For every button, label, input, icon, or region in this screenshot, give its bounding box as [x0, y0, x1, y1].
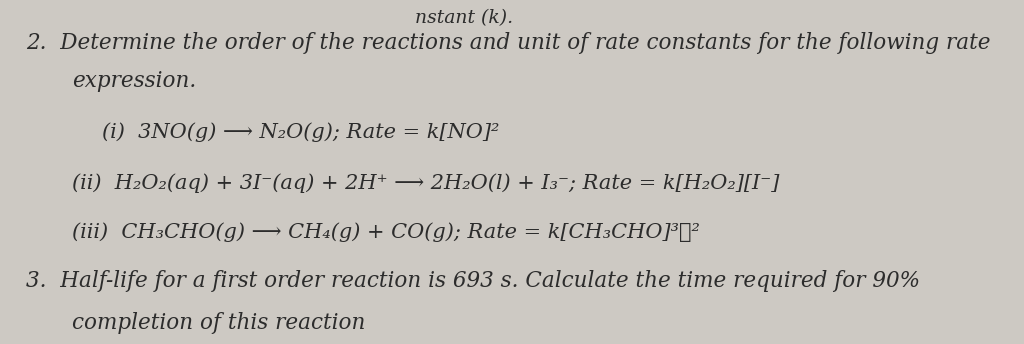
Text: (ii)  H₂O₂(aq) + 3I⁻(aq) + 2H⁺ ⟶ 2H₂O(l) + I₃⁻; Rate = k[H₂O₂][I⁻]: (ii) H₂O₂(aq) + 3I⁻(aq) + 2H⁺ ⟶ 2H₂O(l) … [72, 173, 779, 193]
Text: (iii)  CH₃CHO(g) ⟶ CH₄(g) + CO(g); Rate = k[CH₃CHO]³ᐟ²: (iii) CH₃CHO(g) ⟶ CH₄(g) + CO(g); Rate =… [72, 222, 699, 242]
Text: nstant (k).: nstant (k). [415, 9, 513, 26]
Text: expression.: expression. [72, 70, 196, 92]
Text: completion of this reaction: completion of this reaction [72, 312, 365, 334]
Text: 2.  Determine the order of the reactions and unit of rate constants for the foll: 2. Determine the order of the reactions … [26, 32, 990, 54]
Text: (i)  3NO(g) ⟶ N₂O(g); Rate = k[NO]²: (i) 3NO(g) ⟶ N₂O(g); Rate = k[NO]² [102, 122, 500, 142]
Text: 3.  Half-life for a first order reaction is 693 s. Calculate the time required f: 3. Half-life for a first order reaction … [26, 270, 920, 292]
